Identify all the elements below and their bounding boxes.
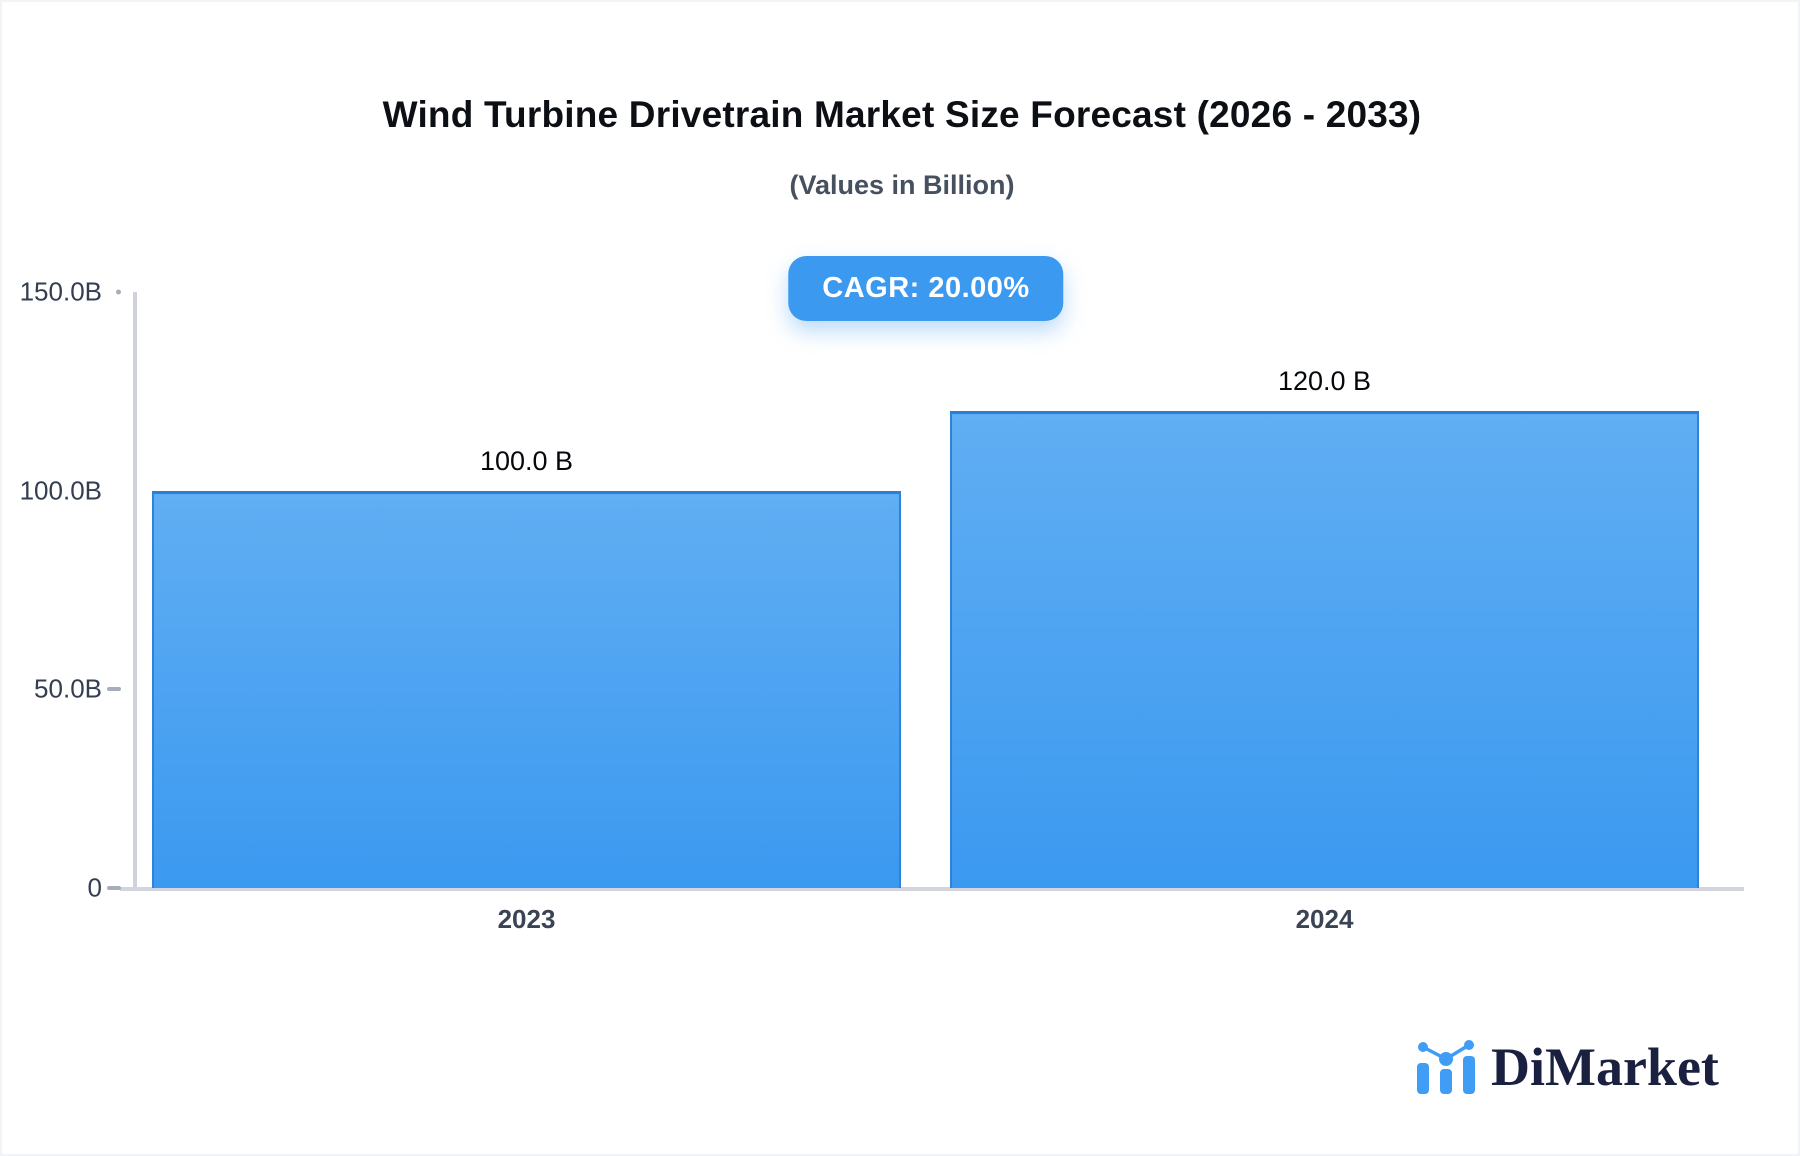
- logo-text: DiMarket: [1491, 1037, 1719, 1097]
- bar-2023[interactable]: [152, 490, 901, 888]
- x-axis-label: 2023: [497, 904, 556, 934]
- bar-group-2023: 100.0 B 2023: [152, 292, 901, 934]
- y-axis-tick-mark: [116, 289, 121, 295]
- bar-value-label: 100.0 B: [479, 445, 574, 476]
- y-axis-tick-mark: [107, 886, 121, 890]
- x-axis-baseline: [120, 887, 1744, 891]
- bar-value-label: 120.0 B: [1277, 366, 1372, 397]
- bars-row: 100.0 B 2023 120.0 B 2024: [152, 292, 1699, 934]
- chart-title: Wind Turbine Drivetrain Market Size Fore…: [382, 94, 1422, 135]
- y-axis-line: [133, 292, 137, 888]
- plot-area: 150.0B 100.0B 50.0B 0 100.0 B 2023 120.0 B 202…: [20, 277, 1744, 934]
- cagr-badge: CAGR: 20.00%: [788, 256, 1064, 321]
- chart-subtitle: (Values in Billion): [789, 170, 1015, 200]
- dimarket-logo: DiMarket: [1414, 1038, 1719, 1096]
- x-axis-label: 2024: [1295, 904, 1354, 934]
- y-axis-tick-label: 50.0B: [34, 673, 102, 704]
- y-axis-tick-label: 0: [87, 872, 102, 903]
- y-axis-tick-label: 150.0B: [19, 276, 102, 307]
- bar-chart-trend-icon: [1417, 1040, 1475, 1094]
- bar-2024[interactable]: [950, 411, 1699, 888]
- y-axis-tick-label: 100.0B: [19, 475, 102, 506]
- bar-group-2024: 120.0 B 2024: [950, 292, 1699, 934]
- y-axis-tick-mark: [107, 687, 121, 692]
